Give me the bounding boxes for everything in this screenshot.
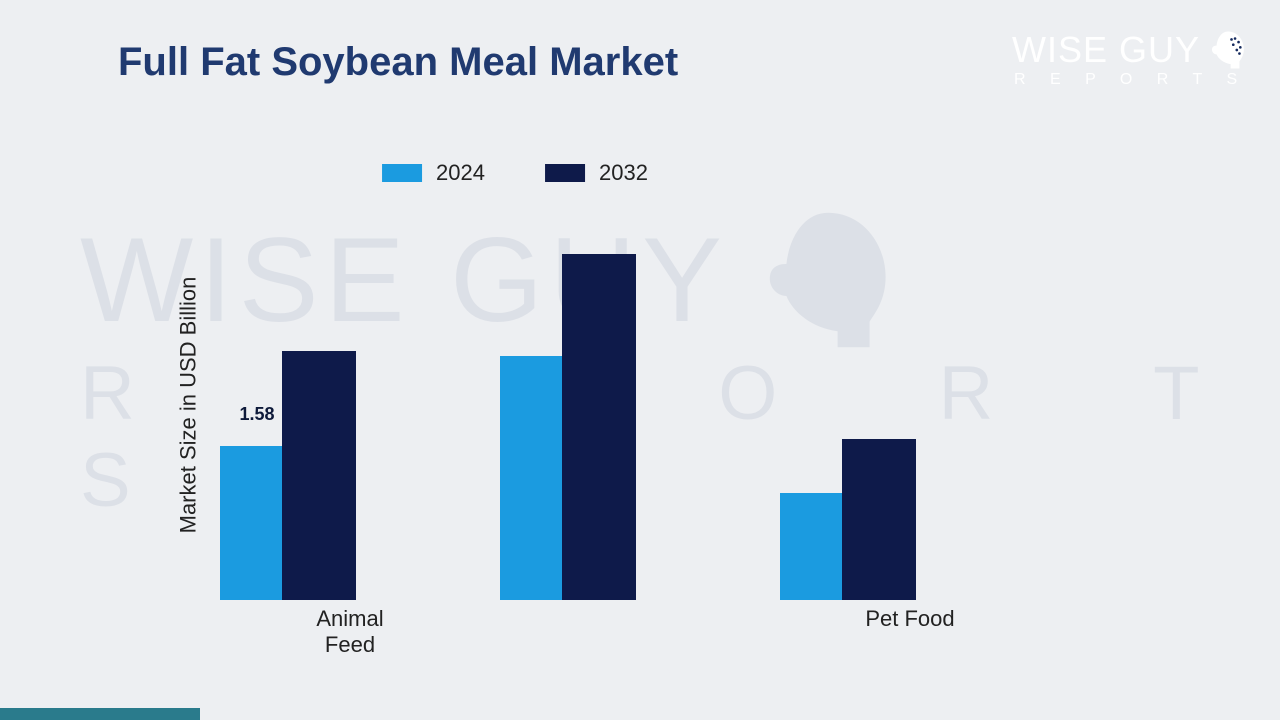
x-axis-label: Pet Food — [810, 600, 1010, 632]
bar-chart: Market Size in USD Billion 2024 2032 1.5… — [70, 140, 960, 670]
legend-swatch — [382, 164, 422, 182]
plot-area: 1.58AnimalFeedPet FoodAquaculture — [160, 210, 960, 600]
bar — [842, 439, 916, 600]
brand-line2: R E P O R T S — [1014, 72, 1250, 89]
bar — [562, 254, 636, 600]
legend: 2024 2032 — [382, 160, 648, 186]
bar-group: Aquaculture — [780, 439, 980, 600]
legend-swatch — [545, 164, 585, 182]
bar-group: AnimalFeed — [220, 351, 420, 600]
bar-group: Pet Food — [500, 254, 700, 600]
legend-label: 2032 — [599, 160, 648, 186]
x-axis-label: AnimalFeed — [250, 600, 450, 659]
legend-item: 2024 — [382, 160, 485, 186]
bar — [282, 351, 356, 600]
brand-line1: WISE GUY — [1012, 31, 1200, 69]
brand-head-icon — [1206, 28, 1250, 72]
chart-title: Full Fat Soybean Meal Market — [118, 40, 678, 85]
brand-logo: WISE GUY R E P O R T S — [1012, 28, 1250, 89]
legend-item: 2032 — [545, 160, 648, 186]
legend-label: 2024 — [436, 160, 485, 186]
accent-strip — [0, 708, 200, 720]
